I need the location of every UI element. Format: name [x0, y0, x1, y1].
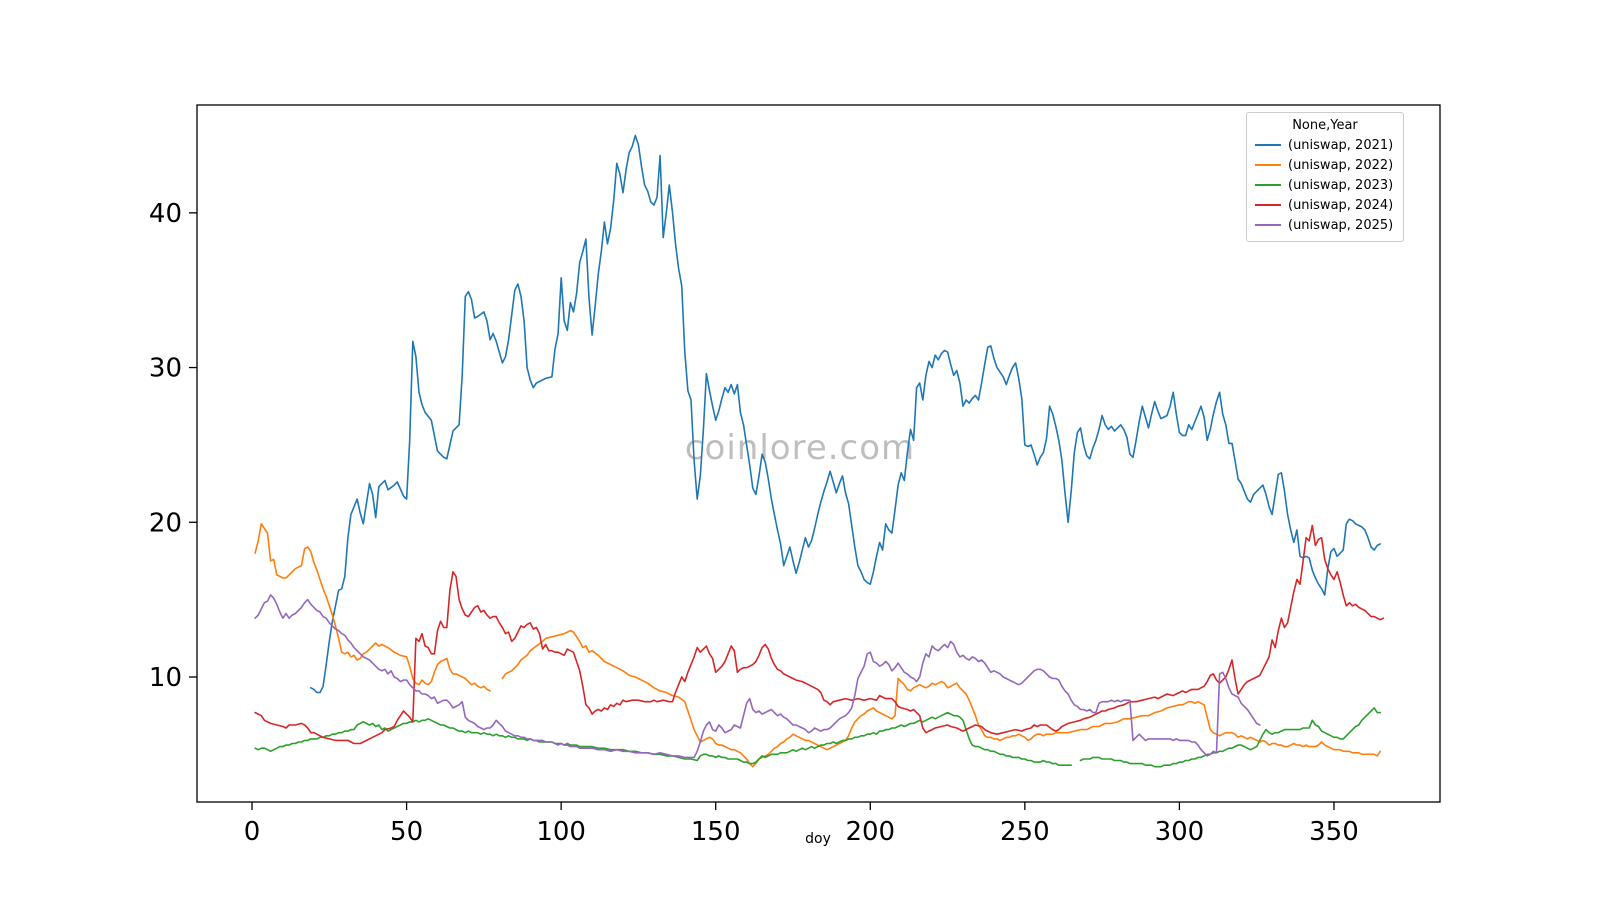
series-line-uniswap-2022	[254, 522, 491, 692]
legend-entry-uniswap-2023: (uniswap, 2023)	[1255, 175, 1395, 195]
series-line-uniswap-2022	[501, 629, 1382, 768]
y-tick-label: 10	[149, 663, 182, 693]
y-tick-label: 20	[149, 508, 182, 538]
x-tick-label: 100	[536, 817, 586, 847]
x-tick-label: 0	[244, 817, 261, 847]
y-tick-label: 30	[149, 354, 182, 384]
series-line-uniswap-2021	[309, 134, 1382, 694]
x-tick-label: 150	[691, 817, 741, 847]
legend-line-swatch	[1255, 224, 1281, 226]
legend-entries: (uniswap, 2021) (uniswap, 2022) (uniswap, …	[1255, 135, 1395, 235]
plot-frame	[196, 104, 1441, 803]
legend-title: None,Year	[1292, 118, 1358, 133]
legend-label: (uniswap, 2024)	[1288, 197, 1394, 213]
x-tick-label: 300	[1155, 817, 1205, 847]
legend-entry-uniswap-2021: (uniswap, 2021)	[1255, 135, 1395, 155]
x-axis-label: doy	[805, 831, 831, 847]
legend-label: (uniswap, 2021)	[1288, 137, 1394, 153]
legend-line-swatch	[1255, 204, 1281, 206]
legend-line-swatch	[1255, 164, 1281, 166]
x-tick-label: 50	[390, 817, 423, 847]
legend-line-swatch	[1255, 144, 1281, 146]
x-tick-label: 200	[845, 817, 895, 847]
x-tick-label: 350	[1309, 817, 1359, 847]
y-tick-label: 40	[149, 199, 182, 229]
legend-entry-uniswap-2024: (uniswap, 2024)	[1255, 195, 1395, 215]
series-line-uniswap-2024	[254, 524, 1385, 745]
series-line-uniswap-2025	[254, 594, 1261, 759]
legend-label: (uniswap, 2025)	[1288, 217, 1394, 233]
series-line-uniswap-2023	[254, 711, 1072, 767]
legend-entry-uniswap-2022: (uniswap, 2022)	[1255, 155, 1395, 175]
legend-line-swatch	[1255, 184, 1281, 186]
legend-label: (uniswap, 2022)	[1288, 157, 1394, 173]
legend-entry-uniswap-2025: (uniswap, 2025)	[1255, 215, 1395, 235]
legend: None,Year (uniswap, 2021) (uniswap, 2022)…	[1246, 112, 1404, 242]
legend-label: (uniswap, 2023)	[1288, 177, 1394, 193]
x-tick-label: 250	[1000, 817, 1050, 847]
series-line-uniswap-2023	[1079, 707, 1382, 768]
